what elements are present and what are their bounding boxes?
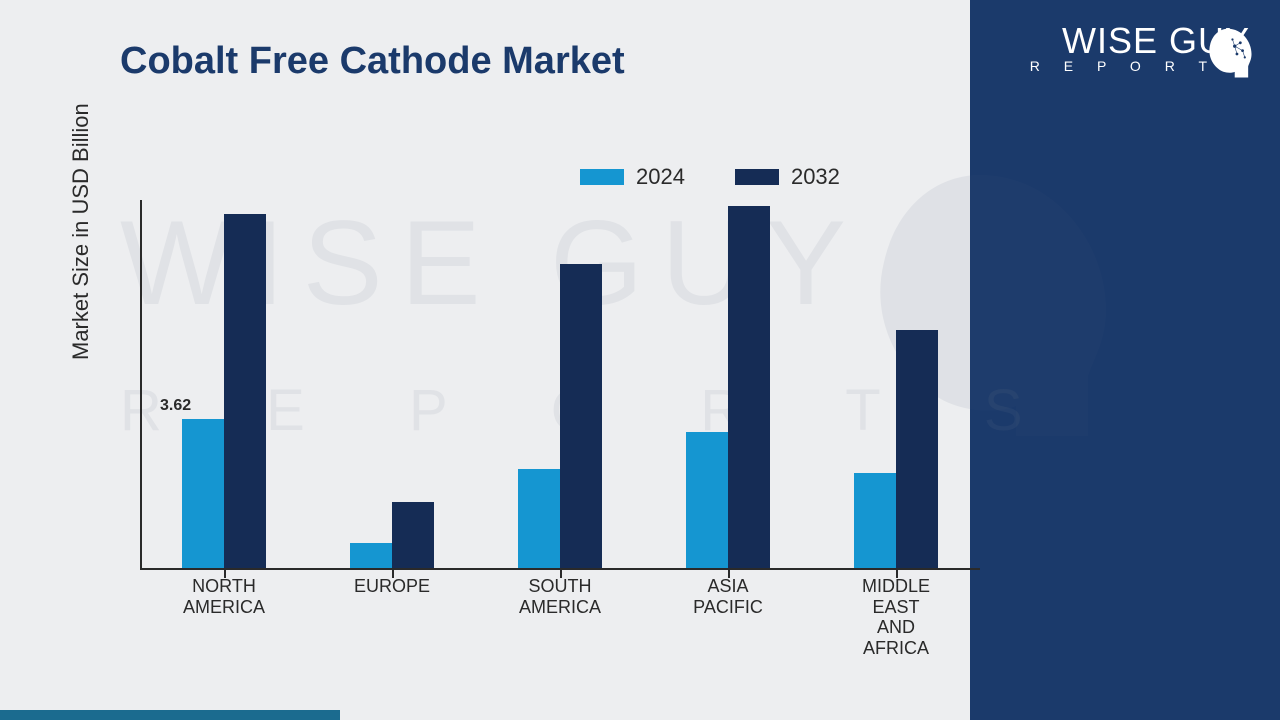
bar-2024 <box>854 473 896 568</box>
chart-title: Cobalt Free Cathode Market <box>120 40 625 83</box>
bar-2032 <box>392 502 434 568</box>
bar-2024 <box>182 419 224 568</box>
page: Cobalt Free Cathode Market WISE GUY R E … <box>0 0 1280 720</box>
bar-2024 <box>518 469 560 568</box>
bar-2032 <box>224 214 266 568</box>
legend-item-2032: 2032 <box>735 164 840 190</box>
bar-2032 <box>896 330 938 568</box>
legend-swatch-b <box>735 169 779 185</box>
head-icon <box>1200 26 1256 82</box>
footer-accent-bar <box>0 710 340 720</box>
bar-2032 <box>728 206 770 568</box>
legend-label-b: 2032 <box>791 164 840 190</box>
category-axis: NORTH AMERICAEUROPESOUTH AMERICAASIA PAC… <box>140 572 980 692</box>
bar-2032 <box>560 264 602 568</box>
y-axis-label: Market Size in USD Billion <box>68 103 94 360</box>
bar-value-label: 3.62 <box>160 397 191 415</box>
category-label: SOUTH AMERICA <box>476 576 644 617</box>
bar-2024 <box>350 543 392 568</box>
right-brand-panel <box>970 0 1280 720</box>
brand-logo: WISE GUY R E P O R T S <box>1030 20 1250 74</box>
category-label: NORTH AMERICA <box>140 576 308 617</box>
plot-region: 3.62 <box>140 200 980 570</box>
category-label: MIDDLE EAST AND AFRICA <box>812 576 980 659</box>
category-label: ASIA PACIFIC <box>644 576 812 617</box>
chart-area: Market Size in USD Billion 2024 2032 3.6… <box>60 160 1000 700</box>
category-label: EUROPE <box>308 576 476 597</box>
legend-swatch-a <box>580 169 624 185</box>
legend-label-a: 2024 <box>636 164 685 190</box>
bar-2024 <box>686 432 728 568</box>
legend-item-2024: 2024 <box>580 164 685 190</box>
legend: 2024 2032 <box>580 164 840 190</box>
